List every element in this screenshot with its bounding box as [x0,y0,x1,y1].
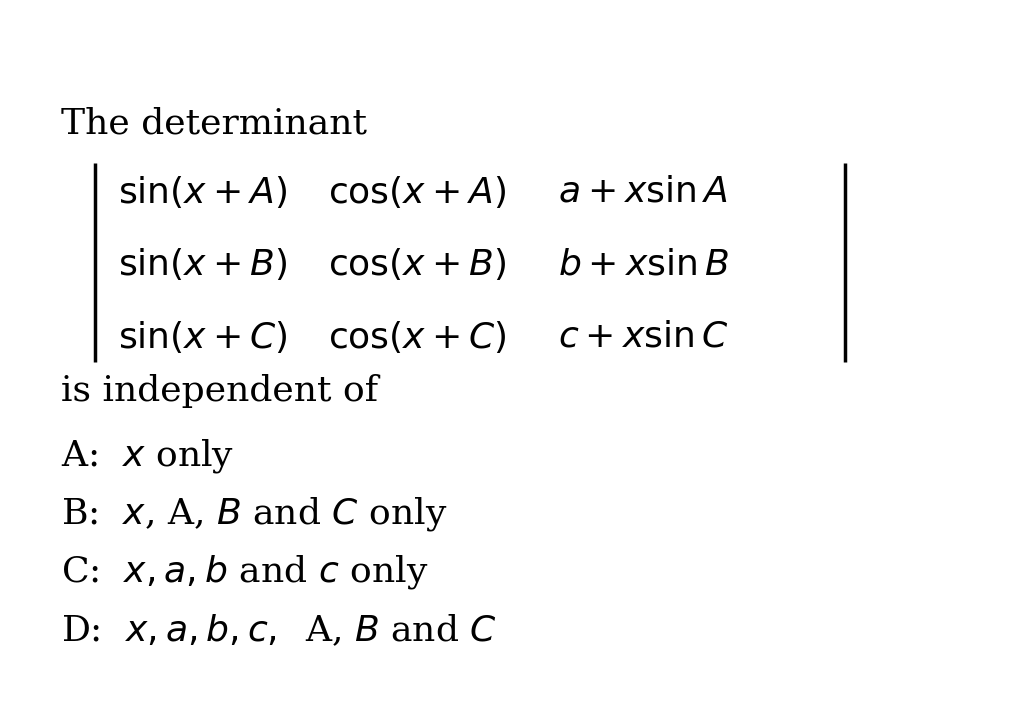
Text: $\cos(x+B)$: $\cos(x+B)$ [328,246,506,282]
Text: $\sin(x+A)$: $\sin(x+A)$ [118,174,287,210]
Text: $\sin(x+B)$: $\sin(x+B)$ [118,246,287,282]
Text: The determinant: The determinant [61,106,368,140]
Text: is independent of: is independent of [61,374,379,408]
Text: A:  $x$ only: A: $x$ only [61,437,234,475]
Text: B:  $x$, A, $B$ and $C$ only: B: $x$, A, $B$ and $C$ only [61,495,447,533]
Text: $\cos(x+C)$: $\cos(x+C)$ [328,319,507,355]
Text: $\sin(x+C)$: $\sin(x+C)$ [118,319,288,355]
Text: C:  $x, a, b$ and $c$ only: C: $x, a, b$ and $c$ only [61,553,429,591]
Text: $b+x\sin B$: $b+x\sin B$ [558,248,729,281]
Text: $c+x\sin C$: $c+x\sin C$ [558,320,728,353]
Text: D:  $x, a, b, c,\;\;$A, $B$ and $C$: D: $x, a, b, c,\;\;$A, $B$ and $C$ [61,612,498,648]
Text: $\cos(x+A)$: $\cos(x+A)$ [328,174,506,210]
Text: $a+x\sin A$: $a+x\sin A$ [558,175,728,209]
